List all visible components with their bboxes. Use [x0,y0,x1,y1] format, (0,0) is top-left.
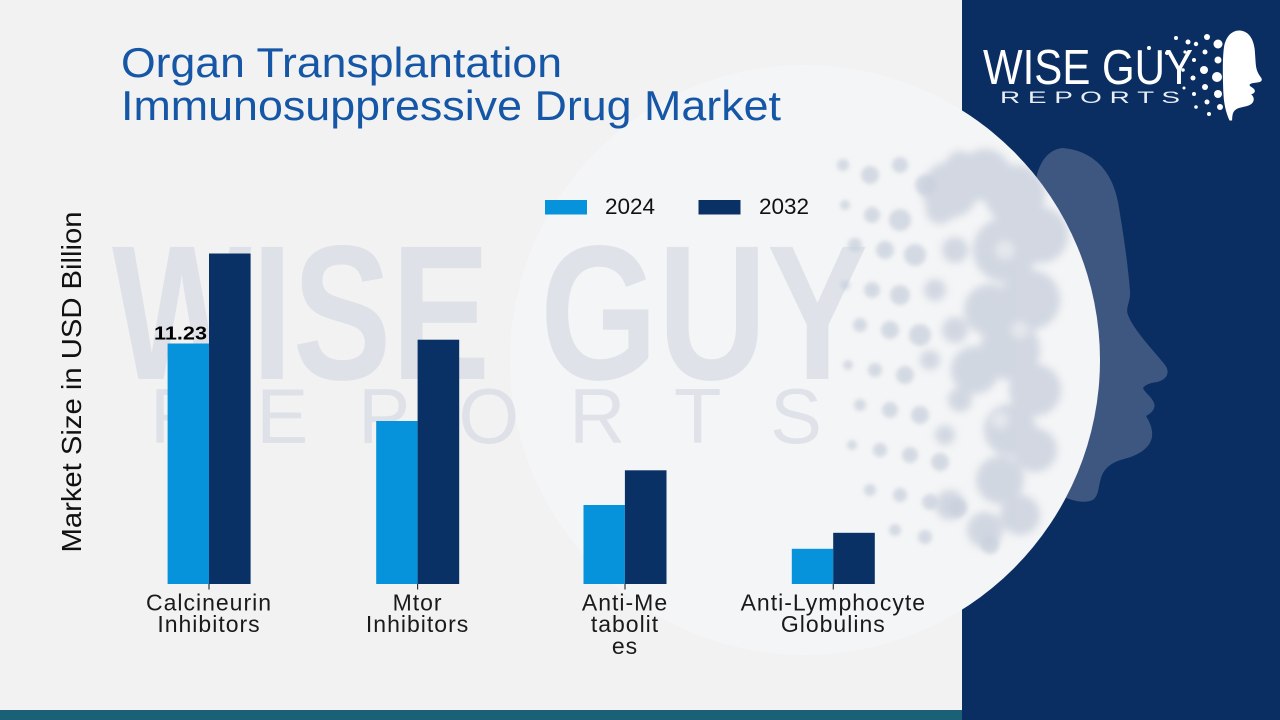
svg-text:R E P O R T S: R E P O R T S [150,372,822,460]
svg-text:Mtor: Mtor [393,589,443,615]
svg-text:R E P O R T S: R E P O R T S [1000,89,1180,107]
svg-text:Globulins: Globulins [781,611,886,637]
svg-text:11.23: 11.23 [154,323,207,344]
svg-text:Inhibitors: Inhibitors [157,611,260,637]
svg-text:2032: 2032 [759,194,809,219]
svg-text:GUY: GUY [540,205,868,420]
svg-text:WISE GUY: WISE GUY [983,41,1193,95]
svg-text:es: es [612,633,638,659]
svg-text:Calcineurin: Calcineurin [146,589,272,615]
svg-text:2024: 2024 [605,194,655,219]
svg-text:Anti-Lymphocyte: Anti-Lymphocyte [741,589,926,615]
svg-text:Immunosuppressive Drug Market: Immunosuppressive Drug Market [121,82,781,129]
svg-text:Organ Transplantation: Organ Transplantation [121,39,562,86]
svg-text:Market Size in USD Billion: Market Size in USD Billion [56,212,87,553]
svg-text:tabolit: tabolit [591,611,659,637]
svg-text:Anti-Me: Anti-Me [582,589,668,615]
svg-text:Inhibitors: Inhibitors [366,611,469,637]
